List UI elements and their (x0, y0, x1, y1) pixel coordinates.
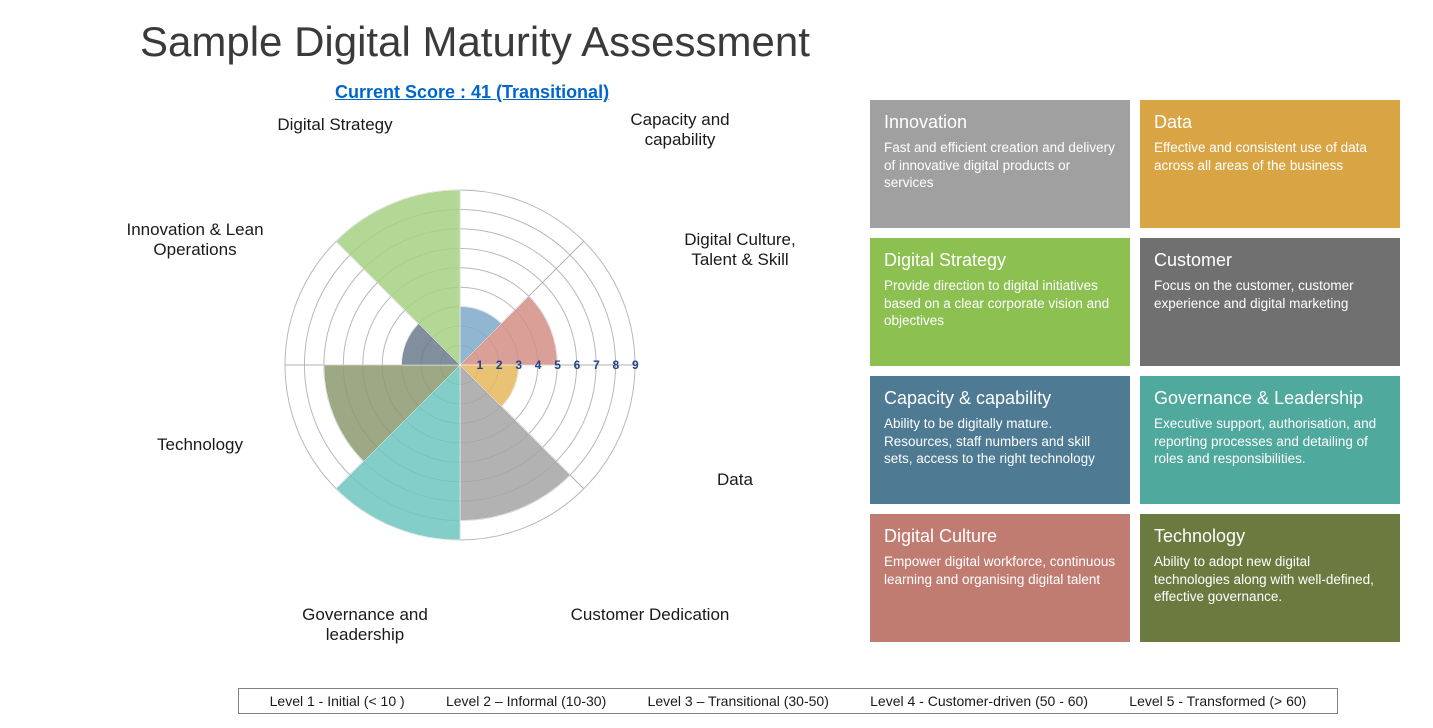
axis-label: Customer Dedication (540, 605, 760, 625)
info-card-desc: Ability to be digitally mature. Resource… (884, 415, 1116, 468)
axis-label: Governance andleadership (265, 605, 465, 644)
info-card-title: Technology (1154, 526, 1386, 547)
info-card: Digital Strategy Provide direction to dig… (870, 238, 1130, 366)
svg-text:7: 7 (593, 358, 600, 372)
info-card: Customer Focus on the customer, customer … (1140, 238, 1400, 366)
info-card-title: Digital Strategy (884, 250, 1116, 271)
legend-level: Level 4 - Customer-driven (50 - 60) (870, 693, 1088, 709)
info-card-desc: Ability to adopt new digital technologie… (1154, 553, 1386, 606)
info-card-title: Digital Culture (884, 526, 1116, 547)
info-card-desc: Empower digital workforce, continuous le… (884, 553, 1116, 588)
info-card-title: Data (1154, 112, 1386, 133)
page-title: Sample Digital Maturity Assessment (140, 18, 810, 66)
legend-level: Level 1 - Initial (< 10 ) (270, 693, 405, 709)
info-card-desc: Effective and consistent use of data acr… (1154, 139, 1386, 174)
info-card: Data Effective and consistent use of data… (1140, 100, 1400, 228)
info-card: Capacity & capability Ability to be digit… (870, 376, 1130, 504)
info-card-title: Capacity & capability (884, 388, 1116, 409)
info-card-title: Customer (1154, 250, 1386, 271)
info-card: Digital Culture Empower digital workforce… (870, 514, 1130, 642)
polar-chart-region: 123456789 Capacity andcapability Digital … (110, 105, 810, 665)
info-cards-grid: Innovation Fast and efficient creation an… (870, 100, 1410, 642)
info-card: Governance & Leadership Executive support… (1140, 376, 1400, 504)
legend-level: Level 2 – Informal (10-30) (446, 693, 606, 709)
info-card: Technology Ability to adopt new digital t… (1140, 514, 1400, 642)
current-score-label: Current Score : 41 (Transitional) (335, 82, 609, 103)
info-card-title: Innovation (884, 112, 1116, 133)
svg-text:9: 9 (632, 358, 639, 372)
info-card-desc: Executive support, authorisation, and re… (1154, 415, 1386, 468)
maturity-levels-legend: Level 1 - Initial (< 10 ) Level 2 – Infor… (238, 688, 1338, 714)
info-card: Innovation Fast and efficient creation an… (870, 100, 1130, 228)
axis-label: Technology (130, 435, 270, 455)
legend-level: Level 3 – Transitional (30-50) (648, 693, 829, 709)
axis-label: Capacity andcapability (590, 110, 770, 149)
legend-level: Level 5 - Transformed (> 60) (1129, 693, 1306, 709)
svg-text:4: 4 (535, 358, 542, 372)
polar-chart-svg: 123456789 (270, 150, 650, 580)
svg-text:1: 1 (476, 358, 483, 372)
svg-text:3: 3 (515, 358, 522, 372)
axis-label: Data (695, 470, 775, 490)
axis-label: Digital Culture,Talent & Skill (660, 230, 820, 269)
svg-text:5: 5 (554, 358, 561, 372)
axis-label: Digital Strategy (245, 115, 425, 135)
axis-label: Innovation & LeanOperations (100, 220, 290, 259)
svg-text:8: 8 (613, 358, 620, 372)
info-card-desc: Focus on the customer, customer experien… (1154, 277, 1386, 312)
info-card-desc: Fast and efficient creation and delivery… (884, 139, 1116, 192)
info-card-title: Governance & Leadership (1154, 388, 1386, 409)
svg-text:2: 2 (496, 358, 503, 372)
info-card-desc: Provide direction to digital initiatives… (884, 277, 1116, 330)
svg-text:6: 6 (574, 358, 581, 372)
